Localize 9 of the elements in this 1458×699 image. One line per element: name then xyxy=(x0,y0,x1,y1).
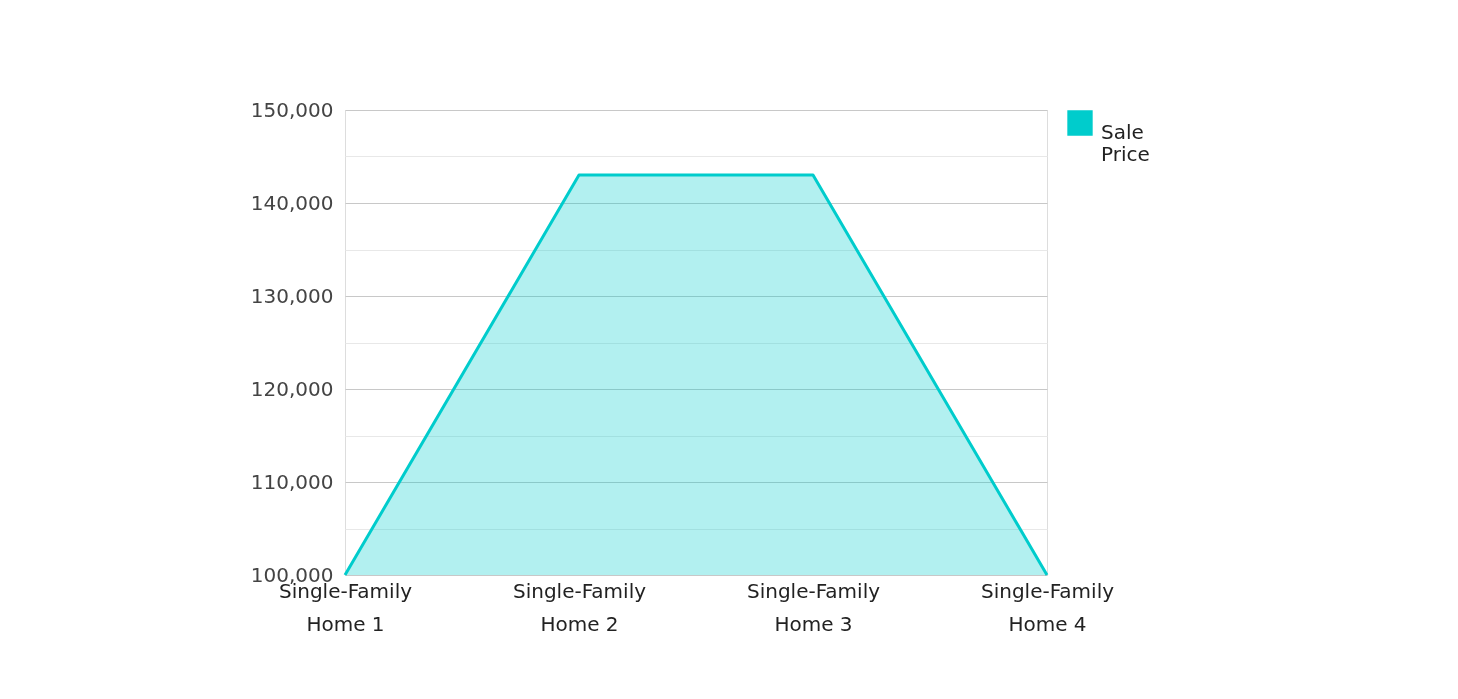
y-tick-label: 140,000 xyxy=(250,190,334,215)
y-tick-label: 130,000 xyxy=(250,283,334,308)
legend-label: Sale Price xyxy=(1101,120,1150,166)
y-tick-label: 120,000 xyxy=(250,376,334,401)
x-tick-label: Single-Family Home 3 xyxy=(746,578,881,636)
y-tick-label: 150,000 xyxy=(250,97,334,122)
y-tick-label: 110,000 xyxy=(250,469,334,494)
x-tick-label: Single-Family Home 4 xyxy=(980,578,1115,636)
x-tick-label: Single-Family Home 2 xyxy=(512,578,647,636)
